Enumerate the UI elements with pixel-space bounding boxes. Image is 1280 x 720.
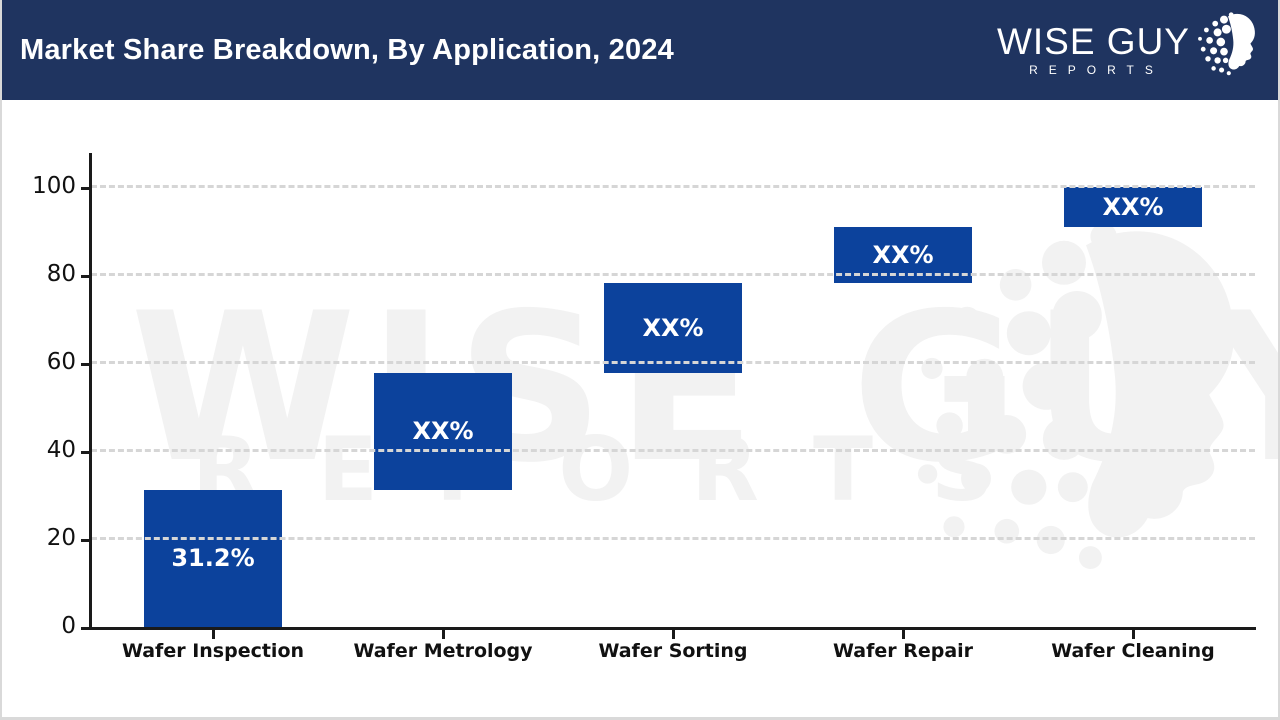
bar-value-label: XX% (412, 417, 474, 446)
x-category-label: Wafer Inspection (121, 640, 305, 662)
y-tick-label: 0 (61, 613, 76, 639)
brand-logo: WISE GUY REPORTS (997, 8, 1260, 92)
bar-segment: XX% (1064, 187, 1202, 228)
watermark-reports-text: REPORTS (192, 418, 1053, 521)
bar-value-label: 31.2% (171, 544, 255, 573)
y-tick-label: 80 (46, 261, 76, 287)
brand-logo-text: WISE GUY REPORTS (996, 21, 1190, 78)
x-tick-mark (902, 630, 905, 639)
x-category-label: Wafer Cleaning (1051, 640, 1215, 662)
header-bar: Market Share Breakdown, By Application, … (2, 0, 1278, 100)
bar-segment: XX% (374, 373, 512, 490)
gridline-80 (91, 273, 1255, 276)
y-tick-mark (81, 451, 90, 454)
bar-value-label: XX% (642, 314, 704, 343)
x-tick-mark (1132, 630, 1135, 639)
bar-segment: 31.2% (144, 489, 282, 627)
logo-reports-text: REPORTS (1029, 63, 1164, 77)
y-axis-line (89, 153, 92, 630)
y-tick-mark (81, 275, 90, 278)
dotted-head-icon (1198, 12, 1255, 76)
watermark-head-icon (917, 223, 1235, 570)
gridline-40 (91, 449, 1255, 452)
x-category-label: Wafer Repair (832, 640, 974, 662)
x-category-label: Wafer Sorting (598, 640, 748, 662)
plot-area: 31.2% XX% XX% XX% XX% (91, 153, 1255, 627)
bar-segment: XX% (604, 282, 742, 374)
y-tick-mark (81, 627, 90, 630)
chart-area: WISE GUY REPORTS 31.2% XX% XX% XX% XX% 0 20 40… (2, 100, 1278, 717)
chart-title: Market Share Breakdown, By Application, … (20, 33, 674, 66)
y-tick-label: 100 (32, 173, 76, 199)
gridline-60 (91, 361, 1255, 364)
y-tick-label: 60 (46, 349, 76, 375)
gridline-100 (91, 185, 1255, 188)
logo-wiseguy-text: WISE GUY (996, 21, 1190, 62)
y-tick-label: 40 (46, 437, 76, 463)
y-tick-label: 20 (46, 525, 76, 551)
gridline-20 (91, 537, 1255, 540)
x-tick-mark (442, 630, 445, 639)
y-tick-mark (81, 363, 90, 366)
x-tick-mark (672, 630, 675, 639)
x-tick-mark (212, 630, 215, 639)
y-tick-mark (81, 187, 90, 190)
bar-value-label: XX% (872, 240, 934, 269)
y-tick-mark (81, 539, 90, 542)
x-category-label: Wafer Metrology (353, 640, 533, 662)
x-axis-line (89, 627, 1256, 630)
bar-value-label: XX% (1102, 193, 1164, 222)
